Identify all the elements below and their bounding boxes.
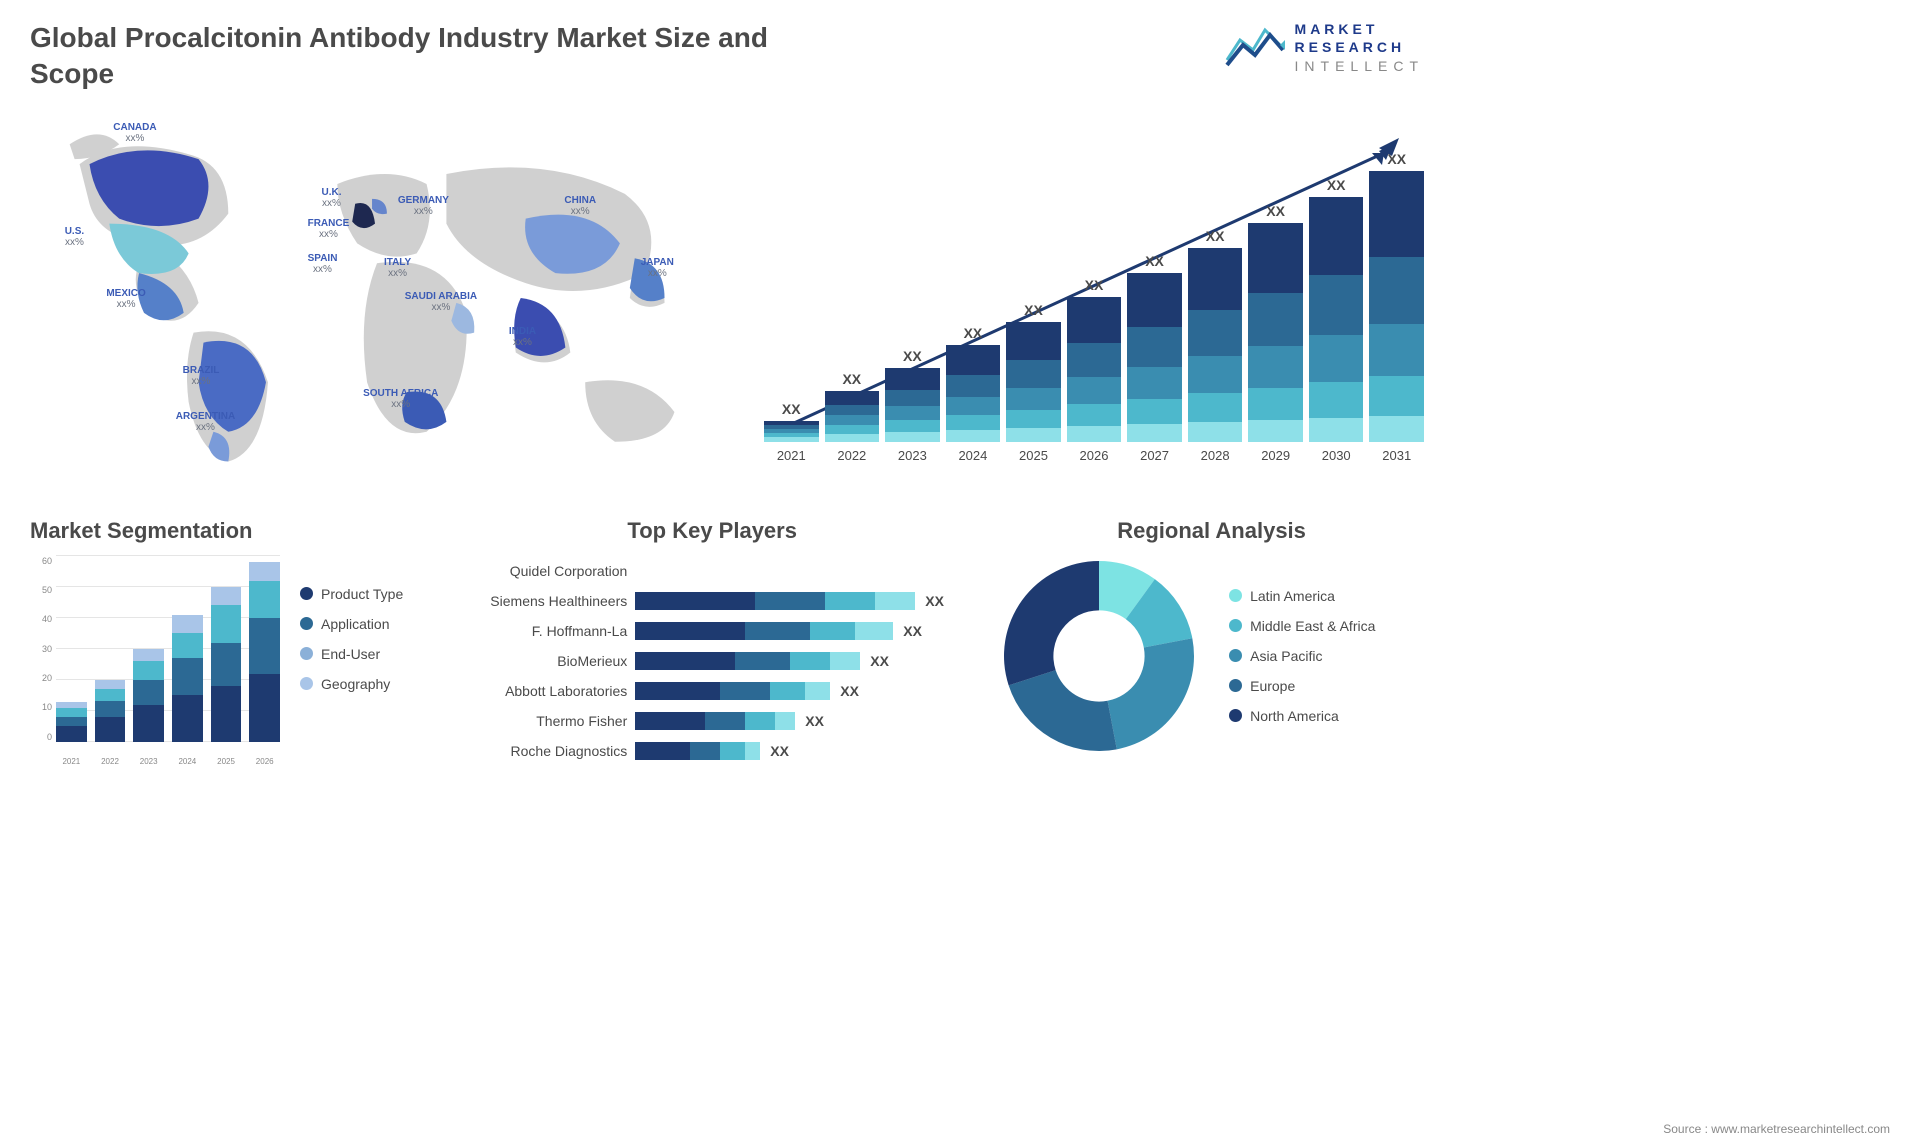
donut-slice — [1004, 561, 1099, 685]
country-label: SPAINxx% — [308, 253, 338, 275]
keyplayer-row: Roche DiagnosticsXX — [455, 736, 969, 766]
forecast-bar: XX2029 — [1248, 203, 1303, 463]
forecast-chart: XX2021XX2022XX2023XX2024XX2025XX2026XX20… — [764, 123, 1424, 483]
forecast-bar: XX2030 — [1309, 177, 1364, 463]
regional-legend-item: North America — [1229, 708, 1375, 724]
regional-legend-item: Middle East & Africa — [1229, 618, 1375, 634]
regional-block: Regional Analysis Latin America Middle Ea… — [999, 518, 1424, 756]
seg-bar — [249, 562, 280, 742]
regional-legend-item: Asia Pacific — [1229, 648, 1375, 664]
segmentation-block: Market Segmentation 6050403020100 202120… — [30, 518, 425, 766]
keyplayer-row: Siemens HealthineersXX — [455, 586, 969, 616]
keyplayers-block: Top Key Players Quidel CorporationSiemen… — [455, 518, 969, 766]
logo-line1: MARKET — [1295, 20, 1424, 38]
logo-line3: INTELLECT — [1295, 57, 1424, 75]
forecast-bar: XX2031 — [1369, 151, 1424, 463]
seg-legend-item: Geography — [300, 676, 403, 692]
donut-slice — [1009, 670, 1117, 751]
source-text: Source : www.marketresearchintellect.com — [1663, 1122, 1890, 1136]
forecast-bar: XX2021 — [764, 401, 819, 463]
logo: MARKET RESEARCH INTELLECT — [1225, 20, 1424, 75]
regional-legend: Latin America Middle East & Africa Asia Pa… — [1229, 588, 1375, 724]
country-label: JAPANxx% — [641, 257, 674, 279]
country-label: U.S.xx% — [65, 226, 84, 248]
seg-legend-item: End-User — [300, 646, 403, 662]
segmentation-chart: 6050403020100 202120222023202420252026 — [30, 556, 280, 766]
seg-bar — [133, 649, 164, 742]
country-label: BRAZILxx% — [183, 365, 220, 387]
country-label: FRANCExx% — [308, 218, 350, 240]
forecast-bar: XX2025 — [1006, 302, 1061, 463]
page-title: Global Procalcitonin Antibody Industry M… — [30, 20, 810, 93]
seg-bar — [56, 702, 87, 742]
keyplayer-row: Abbott LaboratoriesXX — [455, 676, 969, 706]
keyplayers-title: Top Key Players — [455, 518, 969, 544]
regional-donut — [999, 556, 1199, 756]
seg-bar — [211, 587, 242, 742]
regional-title: Regional Analysis — [999, 518, 1424, 544]
forecast-bar: XX2022 — [825, 371, 880, 463]
donut-slice — [1108, 638, 1194, 749]
regional-legend-item: Europe — [1229, 678, 1375, 694]
forecast-bar: XX2023 — [885, 348, 940, 463]
regional-legend-item: Latin America — [1229, 588, 1375, 604]
country-label: CHINAxx% — [564, 195, 596, 217]
forecast-bar: XX2028 — [1188, 228, 1243, 463]
world-map: CANADAxx% U.S.xx% MEXICOxx% BRAZILxx% ARGENT… — [30, 103, 724, 488]
keyplayer-row: Quidel Corporation — [455, 556, 969, 586]
country-label: GERMANYxx% — [398, 195, 449, 217]
segmentation-legend: Product Type Application End-User Geography — [300, 556, 403, 766]
country-label: CANADAxx% — [113, 122, 156, 144]
country-label: SOUTH AFRICAxx% — [363, 388, 438, 410]
country-label: ARGENTINAxx% — [176, 411, 235, 433]
logo-icon — [1225, 20, 1285, 75]
seg-legend-item: Product Type — [300, 586, 403, 602]
country-label: SAUDI ARABIAxx% — [405, 291, 477, 313]
keyplayer-row: F. Hoffmann-LaXX — [455, 616, 969, 646]
seg-bar — [95, 680, 126, 742]
country-label: MEXICOxx% — [106, 288, 145, 310]
segmentation-title: Market Segmentation — [30, 518, 425, 544]
forecast-bar: XX2024 — [946, 325, 1001, 463]
keyplayer-row: Thermo FisherXX — [455, 706, 969, 736]
country-label: INDIAxx% — [509, 326, 536, 348]
country-label: U.K.xx% — [321, 187, 341, 209]
forecast-bar: XX2027 — [1127, 253, 1182, 463]
seg-legend-item: Application — [300, 616, 403, 632]
keyplayer-row: BioMerieuxXX — [455, 646, 969, 676]
forecast-bar: XX2026 — [1067, 277, 1122, 463]
logo-line2: RESEARCH — [1295, 38, 1424, 56]
seg-bar — [172, 615, 203, 742]
country-label: ITALYxx% — [384, 257, 411, 279]
